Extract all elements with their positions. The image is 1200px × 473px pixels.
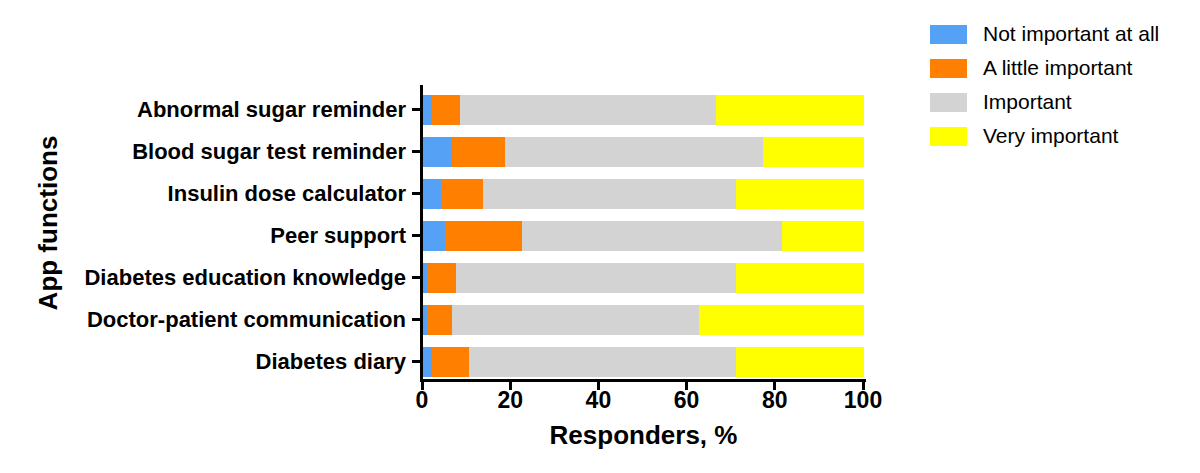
legend-swatch — [930, 59, 967, 78]
y-axis-tick — [412, 318, 421, 321]
legend-item: Very important — [930, 126, 1118, 146]
stacked-bar-chart: App functions Responders, % Abnormal sug… — [0, 0, 1200, 473]
legend-item: A little important — [930, 58, 1132, 78]
category-label: Abnormal sugar reminder — [0, 95, 406, 125]
bar-segment-important — [452, 305, 699, 335]
bar-row — [423, 347, 864, 377]
y-axis-tick — [412, 150, 421, 153]
y-axis-tick — [412, 360, 421, 363]
category-label: Doctor-patient communication — [0, 305, 406, 335]
y-axis-tick — [412, 276, 421, 279]
bar-segment-not-important-at-all — [423, 347, 432, 377]
category-label: Diabetes education knowledge — [0, 263, 406, 293]
bar-segment-a-little-important — [432, 95, 461, 125]
bar-segment-very-important — [736, 347, 864, 377]
y-axis-tick — [412, 234, 421, 237]
bar-segment-a-little-important — [427, 305, 451, 335]
bar-segment-important — [505, 137, 763, 167]
legend-label: Very important — [983, 126, 1118, 146]
bar-segment-important — [460, 95, 716, 125]
bar-row — [423, 263, 864, 293]
y-axis-tick — [412, 108, 421, 111]
legend-label: Not important at all — [983, 24, 1159, 44]
category-label: Insulin dose calculator — [0, 179, 406, 209]
x-tick-label: 0 — [382, 388, 462, 412]
x-axis-line — [420, 379, 866, 382]
bar-segment-important — [469, 347, 736, 377]
x-tick-label: 100 — [823, 388, 903, 412]
x-tick-label: 60 — [647, 388, 727, 412]
bar-segment-very-important — [736, 179, 864, 209]
bar-segment-not-important-at-all — [423, 179, 441, 209]
legend-label: A little important — [983, 58, 1132, 78]
category-label: Diabetes diary — [0, 347, 406, 377]
bar-segment-not-important-at-all — [423, 95, 432, 125]
legend-swatch — [930, 25, 967, 44]
bar-segment-important — [456, 263, 736, 293]
legend-item: Not important at all — [930, 24, 1159, 44]
bar-segment-very-important — [699, 305, 864, 335]
bar-row — [423, 137, 864, 167]
bar-row — [423, 305, 864, 335]
x-axis-title: Responders, % — [423, 420, 864, 451]
bar-segment-very-important — [716, 95, 864, 125]
bar-segment-a-little-important — [441, 179, 483, 209]
bar-segment-very-important — [736, 263, 864, 293]
bar-row — [423, 95, 864, 125]
bar-row — [423, 179, 864, 209]
bar-segment-very-important — [763, 137, 864, 167]
legend-swatch — [930, 93, 967, 112]
x-tick-label: 40 — [558, 388, 638, 412]
bar-segment-not-important-at-all — [423, 221, 445, 251]
legend-label: Important — [983, 92, 1072, 112]
x-tick-label: 20 — [470, 388, 550, 412]
bar-segment-important — [522, 221, 782, 251]
bar-segment-very-important — [782, 221, 864, 251]
category-label: Blood sugar test reminder — [0, 137, 406, 167]
bar-segment-not-important-at-all — [423, 137, 452, 167]
bar-segment-important — [483, 179, 737, 209]
bar-row — [423, 221, 864, 251]
legend-item: Important — [930, 92, 1072, 112]
y-axis-tick — [412, 192, 421, 195]
category-label: Peer support — [0, 221, 406, 251]
bar-segment-a-little-important — [452, 137, 505, 167]
bar-segment-a-little-important — [432, 347, 469, 377]
bar-segment-a-little-important — [427, 263, 456, 293]
legend-swatch — [930, 127, 967, 146]
bar-segment-a-little-important — [445, 221, 522, 251]
x-tick-label: 80 — [735, 388, 815, 412]
